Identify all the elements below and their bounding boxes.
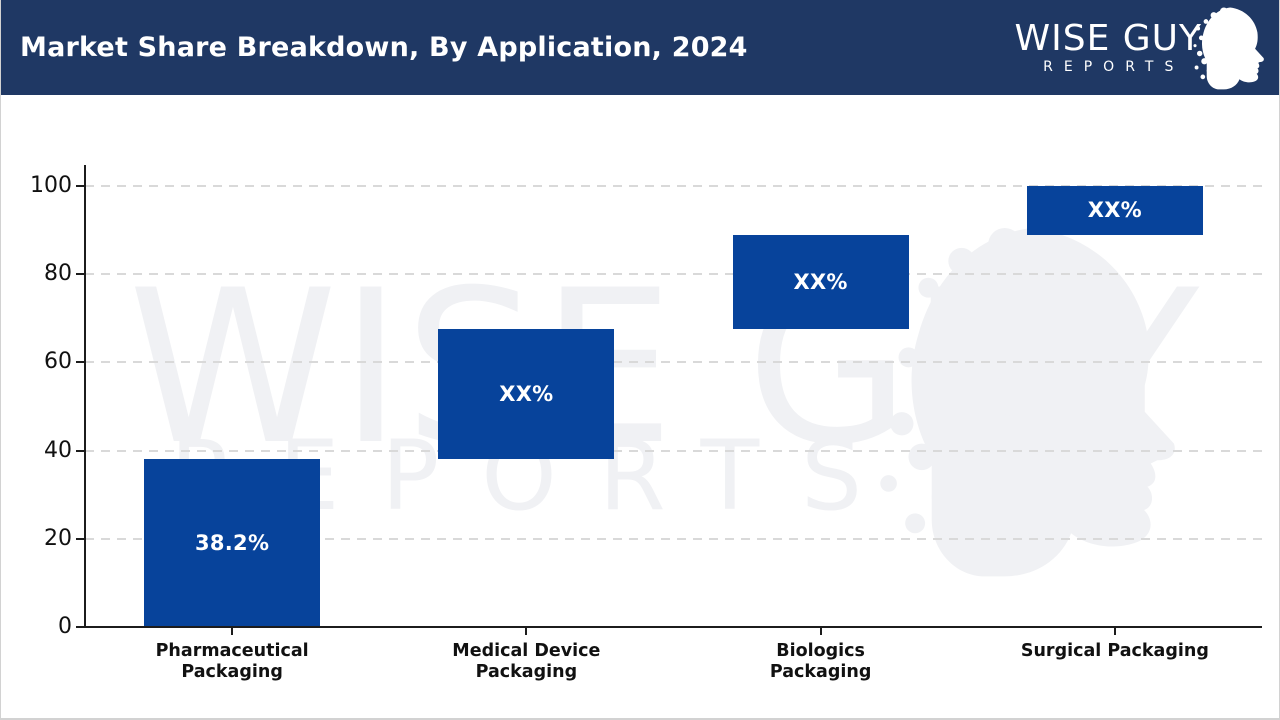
bar: XX% (732, 234, 909, 330)
logo-reports-label: REPORTS (1043, 59, 1185, 75)
y-tick (76, 273, 84, 276)
bar-value-label: 38.2% (194, 530, 270, 555)
logo-wiseguy-label: WISE GUY (1014, 18, 1202, 59)
page-title: Market Share Breakdown, By Application, … (20, 32, 748, 63)
x-category-label: Pharmaceutical Packaging (92, 641, 372, 683)
bar-value-label: XX% (499, 381, 554, 406)
x-category-label-line: Packaging (475, 662, 578, 682)
y-tick (76, 361, 84, 364)
y-tick-label: 0 (58, 614, 72, 639)
header: Market Share Breakdown, By Application, … (0, 0, 1280, 95)
x-axis-line (84, 626, 1262, 628)
x-category-label-line: Packaging (181, 662, 283, 682)
wiseguy-logo: WISE GUY REPORTS (1015, 5, 1280, 91)
gridline (85, 185, 1262, 187)
y-tick-label: 80 (44, 261, 72, 287)
x-tick (819, 628, 822, 635)
x-category-label: Surgical Packaging (975, 641, 1255, 662)
x-category-label-line: Surgical Packaging (1020, 641, 1209, 661)
y-tick (76, 185, 84, 187)
bar: XX% (438, 329, 615, 459)
gridline (85, 361, 1262, 364)
x-category-label-line: Medical Device (452, 641, 601, 661)
bar: 38.2% (144, 458, 321, 627)
y-axis-line (84, 165, 86, 628)
y-tick-label: 40 (44, 437, 72, 463)
bar-value-label: XX% (1087, 198, 1143, 223)
x-tick (1113, 628, 1116, 635)
y-tick-label: 20 (44, 525, 72, 551)
x-tick (231, 628, 234, 635)
y-tick (76, 449, 84, 452)
y-tick (76, 537, 84, 540)
x-category-label-line: Packaging (769, 662, 872, 682)
logo-text: WISE GUY REPORTS (1014, 18, 1203, 75)
bar-value-label: XX% (793, 269, 848, 294)
y-tick (76, 626, 84, 628)
y-tick-label: 100 (30, 173, 72, 198)
logo-head-icon (1193, 6, 1264, 89)
bar: XX% (1026, 186, 1203, 235)
gridline (85, 537, 1262, 540)
x-category-label-line: Biologics (776, 641, 865, 661)
x-category-label: Biologics Packaging (681, 641, 961, 683)
watermark-head-icon (875, 227, 1175, 577)
gridline (85, 449, 1262, 452)
x-tick (525, 628, 528, 635)
y-tick-label: 60 (44, 349, 72, 375)
x-category-label-line: Pharmaceutical (155, 641, 309, 661)
x-category-label: Medical Device Packaging (386, 641, 666, 683)
gridline (85, 273, 1262, 276)
